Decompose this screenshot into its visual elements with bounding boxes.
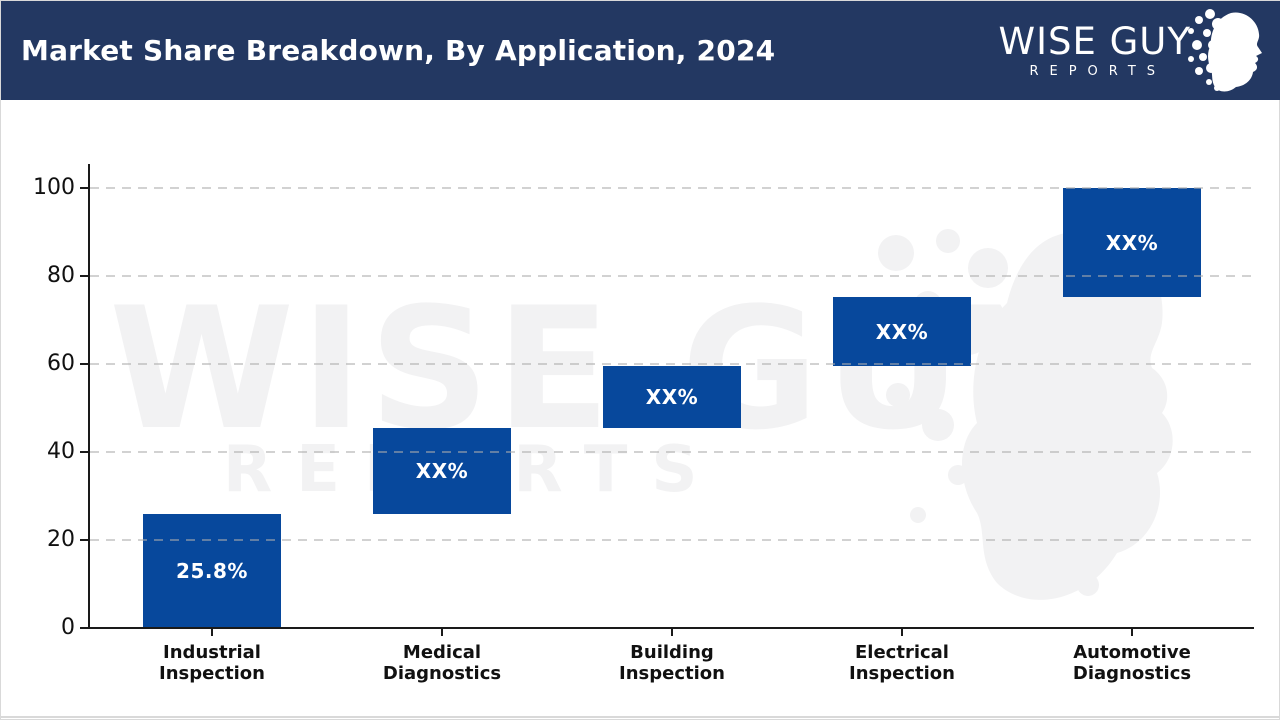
gridline-80 (90, 275, 1254, 277)
category-label: Electrical Inspection (787, 642, 1017, 684)
bar-value-label: 25.8% (176, 559, 248, 584)
x-tick-mark-1 (211, 629, 213, 636)
x-tick-mark-3 (671, 629, 673, 636)
category-label-line2: Inspection (849, 663, 955, 684)
gridline-20 (90, 539, 1254, 541)
gridline-60 (90, 363, 1254, 365)
category-label-line1: Automotive (1073, 642, 1191, 663)
category-label-line2: Inspection (159, 663, 265, 684)
bar-4: XX% (833, 297, 971, 367)
bar-value-label: XX% (645, 384, 699, 409)
bar-5: XX% (1063, 188, 1201, 298)
y-tick-mark-100 (80, 187, 88, 189)
logo-reports-text: REPORTS (1029, 63, 1167, 79)
category-label-line1: Industrial (163, 642, 261, 663)
bar-value-label: XX% (1105, 230, 1159, 255)
category-label: Medical Diagnostics (327, 642, 557, 684)
category-label: Industrial Inspection (97, 642, 327, 684)
bar-2: XX% (373, 427, 511, 515)
category-label-line2: Diagnostics (382, 663, 502, 684)
logo-text: WISE GUY REPORTS (998, 19, 1191, 79)
category-label-line2: Diagnostics (1072, 663, 1192, 684)
bottom-divider (1, 716, 1280, 718)
y-tick-mark-60 (80, 363, 88, 365)
page-title: Market Share Breakdown, By Application, … (21, 34, 776, 67)
x-tick-mark-5 (1131, 629, 1133, 636)
category-label-line1: Building (630, 642, 714, 663)
bar-value-label: XX% (415, 459, 469, 484)
bar-value-label: XX% (875, 319, 929, 344)
x-tick-mark-4 (901, 629, 903, 636)
wise-guy-reports-logo: WISE GUY REPORTS (999, 1, 1269, 100)
y-tick-mark-0 (80, 627, 88, 629)
logo-wiseguy-text: WISE GUY (998, 19, 1191, 63)
category-label-line1: Electrical (855, 642, 949, 663)
x-axis-line (88, 627, 1254, 629)
y-tick-label: 20 (47, 527, 75, 552)
gridline-100 (90, 187, 1254, 189)
category-label: Automotive Diagnostics (1017, 642, 1247, 684)
y-tick-label: 60 (47, 351, 75, 376)
y-axis-line (88, 164, 90, 629)
y-tick-label: 0 (61, 615, 75, 640)
y-tick-label: 100 (33, 175, 75, 200)
header-bar: Market Share Breakdown, By Application, … (1, 1, 1280, 100)
category-label: Building Inspection (557, 642, 787, 684)
y-tick-mark-80 (80, 275, 88, 277)
category-label-line2: Inspection (619, 663, 725, 684)
gridline-40 (90, 451, 1254, 453)
y-tick-label: 40 (47, 439, 75, 464)
category-label-line1: Medical (402, 642, 482, 663)
y-tick-mark-20 (80, 539, 88, 541)
y-tick-label: 80 (47, 263, 75, 288)
y-tick-mark-40 (80, 451, 88, 453)
x-tick-mark-2 (441, 629, 443, 636)
logo-dot-face-icon (1188, 8, 1262, 91)
bar-3: XX% (603, 366, 741, 428)
bar-1: 25.8% (143, 514, 281, 628)
